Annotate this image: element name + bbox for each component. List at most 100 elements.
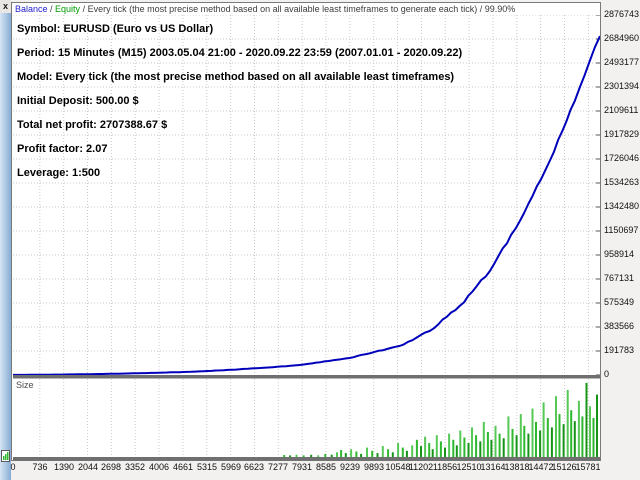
close-icon[interactable]: x — [0, 0, 11, 13]
y-axis-label: 1534263 — [604, 177, 640, 187]
size-bar — [570, 410, 573, 457]
info-line: Period: 15 Minutes (M15) 2003.05.04 21:0… — [17, 47, 463, 59]
size-bar — [289, 455, 292, 457]
size-bar — [405, 450, 408, 457]
y-axis-label: 0 — [604, 369, 610, 379]
size-bar — [581, 416, 584, 457]
x-axis-label: 10548 — [385, 462, 411, 472]
size-panel-label: Size — [16, 380, 34, 390]
x-axis-label: 12510 — [456, 462, 482, 472]
x-axis-label: 11202 — [408, 462, 434, 472]
x-axis-label: 2698 — [100, 462, 122, 472]
size-bar — [459, 430, 462, 457]
equity-series-label: Equity — [55, 4, 81, 14]
balance-curve — [13, 35, 600, 376]
size-bar — [535, 421, 537, 457]
size-bar — [471, 427, 473, 457]
x-axis: 0 736 1390 2044 2698 3352 4006 4661 5315 5969 6623… — [10, 462, 604, 474]
size-bar — [439, 441, 442, 457]
size-bar — [448, 433, 451, 457]
size-bar — [283, 455, 286, 457]
info-line: Symbol: EURUSD (Euro vs US Dollar) — [17, 23, 214, 35]
size-bar — [444, 447, 446, 457]
chart-legend: Balance / Equity / Every tick (the most … — [15, 4, 515, 15]
size-bar — [344, 453, 347, 457]
legend-model-text: / Every tick (the most precise method ba… — [80, 4, 516, 14]
size-bar — [330, 454, 333, 457]
size-bar — [381, 446, 384, 457]
size-bar — [360, 453, 363, 457]
size-bar — [558, 414, 561, 457]
size-bar — [596, 394, 598, 457]
info-line: Profit factor: 2.07 — [17, 143, 108, 155]
size-bar — [420, 446, 422, 457]
size-bar — [317, 455, 320, 457]
balance-chart-svg[interactable] — [13, 15, 600, 379]
size-bar — [302, 455, 305, 457]
x-axis-label: 13818 — [504, 462, 530, 472]
size-bar — [523, 425, 526, 457]
size-bar — [376, 453, 379, 457]
y-axis-label: 383566 — [604, 321, 635, 331]
size-bar — [577, 400, 580, 457]
x-axis-label: 5315 — [196, 462, 218, 472]
size-bar — [336, 452, 338, 457]
size-bar — [482, 421, 485, 457]
x-axis-label: 6623 — [243, 462, 265, 472]
info-line: Initial Deposit: 500.00 $ — [17, 95, 139, 107]
size-bar — [324, 453, 327, 457]
y-axis-label: 575349 — [604, 297, 635, 307]
x-axis-label: 4006 — [148, 462, 170, 472]
size-bar — [511, 428, 514, 457]
size-bar — [515, 435, 518, 457]
y-axis-label: 958914 — [604, 249, 635, 259]
size-bar — [424, 436, 427, 457]
x-axis-label: 13164 — [480, 462, 506, 472]
backtest-graph: Balance / Equity / Every tick (the most … — [11, 2, 601, 461]
size-bar — [498, 433, 501, 457]
size-bar — [391, 452, 394, 457]
size-bar — [387, 449, 390, 457]
x-axis-label: 14472 — [528, 462, 554, 472]
x-axis-label: 15781 — [575, 462, 601, 472]
x-axis-label: 2044 — [77, 462, 99, 472]
x-axis-label: 1390 — [53, 462, 75, 472]
zero-baseline — [13, 375, 600, 379]
size-bar — [486, 432, 489, 457]
size-bar — [350, 449, 353, 457]
x-axis-label: 7931 — [291, 462, 313, 472]
x-axis-label: 736 — [32, 462, 48, 472]
size-bar — [415, 439, 418, 457]
size-bar — [589, 406, 591, 457]
size-bar — [546, 418, 549, 457]
size-bar — [371, 450, 374, 457]
legend-separator: / — [47, 4, 56, 14]
x-axis-label: 15126 — [551, 462, 577, 472]
size-bar — [366, 447, 368, 457]
size-bar — [435, 435, 438, 457]
x-axis-label: 5969 — [220, 462, 242, 472]
x-axis-label: 11856 — [432, 462, 458, 472]
graph-tab-icon — [1, 450, 10, 462]
size-bar — [542, 402, 545, 457]
size-bar — [475, 435, 478, 457]
x-axis-label: 0 — [10, 462, 16, 472]
y-axis-label: 1726046 — [604, 153, 640, 163]
size-bar — [340, 450, 343, 457]
size-bar — [573, 421, 576, 457]
size-bar — [355, 451, 358, 457]
x-axis-label: 9239 — [339, 462, 361, 472]
x-axis-label: 8585 — [315, 462, 337, 472]
y-axis-label: 2301394 — [604, 81, 640, 91]
size-bar — [550, 427, 553, 457]
size-bar — [401, 447, 404, 457]
size-bar — [397, 443, 400, 457]
y-axis-label: 2876743 — [604, 9, 640, 19]
x-axis-label: 3352 — [124, 462, 146, 472]
x-axis-label: 7277 — [267, 462, 289, 472]
panel-edge-strip: x — [0, 0, 11, 480]
info-line: Leverage: 1:500 — [17, 167, 101, 179]
y-axis-label: 1917829 — [604, 129, 640, 139]
size-bar — [494, 425, 497, 457]
y-axis-label: 2109611 — [604, 105, 639, 115]
